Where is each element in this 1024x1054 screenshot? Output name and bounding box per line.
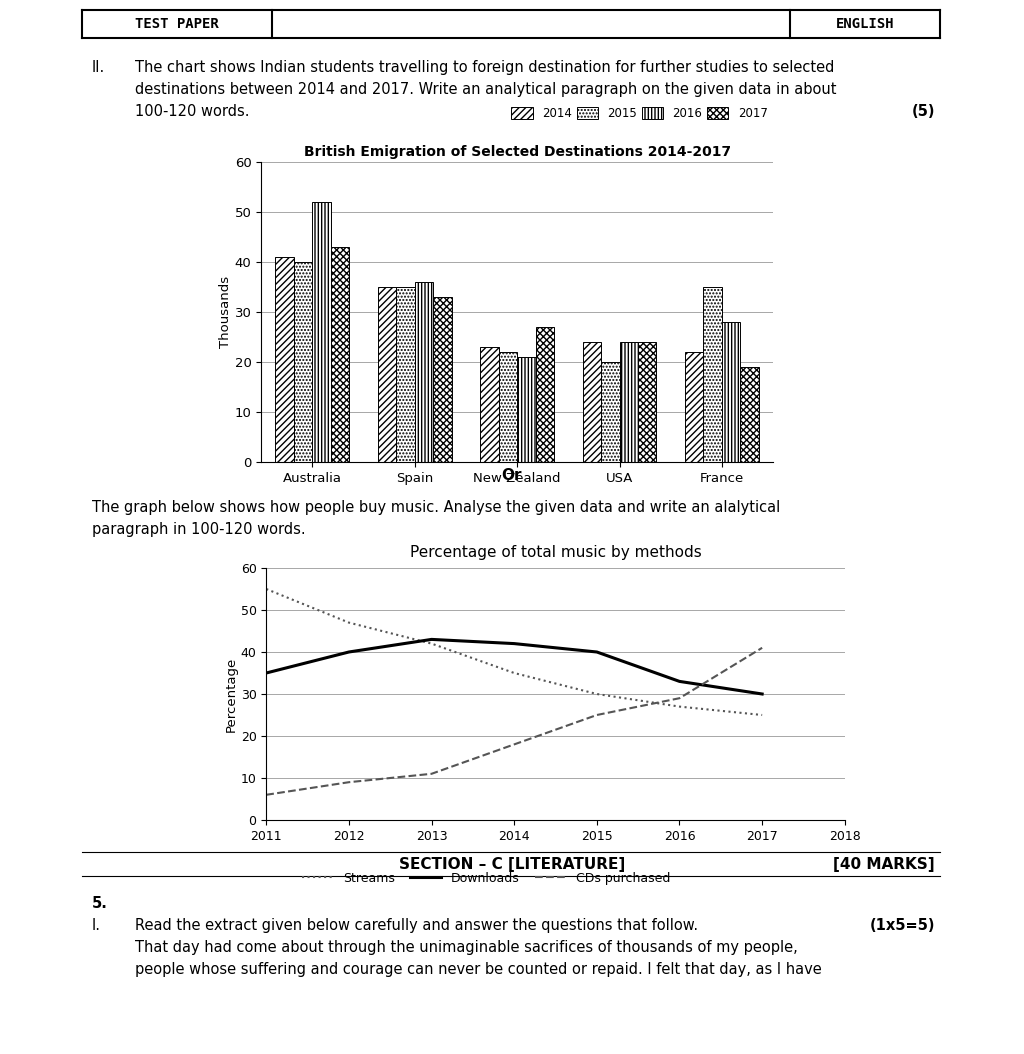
Bar bbox=[378, 287, 396, 462]
Bar bbox=[620, 341, 638, 462]
Text: Read the extract given below carefully and answer the questions that follow.: Read the extract given below carefully a… bbox=[135, 918, 698, 933]
CDs purchased bbox=[260, 788, 272, 801]
Line: CDs purchased: CDs purchased bbox=[266, 648, 762, 795]
Title: Percentage of total music by methods: Percentage of total music by methods bbox=[410, 545, 701, 560]
Bar bbox=[536, 327, 554, 462]
CDs purchased bbox=[674, 691, 686, 704]
Bar bbox=[312, 202, 331, 462]
Downloads bbox=[674, 675, 686, 687]
Y-axis label: Thousands: Thousands bbox=[219, 276, 231, 348]
Downloads bbox=[508, 638, 520, 650]
Bar bbox=[294, 262, 312, 462]
Text: paragraph in 100-120 words.: paragraph in 100-120 words. bbox=[92, 522, 305, 536]
Text: I.: I. bbox=[92, 918, 101, 933]
Text: people whose suffering and courage can never be counted or repaid. I felt that d: people whose suffering and courage can n… bbox=[135, 962, 821, 977]
Text: TEST PAPER: TEST PAPER bbox=[135, 17, 219, 31]
Text: (1x5=5): (1x5=5) bbox=[869, 918, 935, 933]
Bar bbox=[583, 341, 601, 462]
Text: 100-120 words.: 100-120 words. bbox=[135, 104, 250, 119]
Downloads bbox=[260, 667, 272, 680]
Bar bbox=[433, 297, 452, 462]
Bar bbox=[722, 323, 740, 462]
Text: II.: II. bbox=[92, 60, 105, 75]
CDs purchased bbox=[425, 767, 437, 780]
Bar bbox=[480, 347, 499, 462]
Bar bbox=[415, 282, 433, 462]
Streams bbox=[674, 700, 686, 713]
Bar bbox=[517, 357, 536, 462]
Legend: 2014, 2015, 2016, 2017: 2014, 2015, 2016, 2017 bbox=[507, 102, 772, 124]
Downloads bbox=[425, 633, 437, 646]
Text: (5): (5) bbox=[911, 104, 935, 119]
Bar bbox=[703, 287, 722, 462]
Streams bbox=[508, 667, 520, 680]
Legend: Streams, Downloads, CDs purchased: Streams, Downloads, CDs purchased bbox=[297, 866, 676, 890]
Streams bbox=[260, 583, 272, 596]
Bar bbox=[499, 352, 517, 462]
Text: ENGLISH: ENGLISH bbox=[836, 17, 894, 31]
Line: Streams: Streams bbox=[266, 589, 762, 715]
Text: destinations between 2014 and 2017. Write an analytical paragraph on the given d: destinations between 2014 and 2017. Writ… bbox=[135, 82, 837, 97]
Streams bbox=[591, 687, 603, 700]
Bar bbox=[740, 367, 759, 462]
Downloads bbox=[756, 687, 768, 700]
Title: British Emigration of Selected Destinations 2014-2017: British Emigration of Selected Destinati… bbox=[303, 145, 731, 159]
Bar bbox=[601, 362, 620, 462]
Text: Thousands: Thousands bbox=[264, 162, 336, 175]
Bar bbox=[396, 287, 415, 462]
CDs purchased bbox=[508, 738, 520, 750]
Bar bbox=[685, 352, 703, 462]
Text: That day had come about through the unimaginable sacrifices of thousands of my p: That day had come about through the unim… bbox=[135, 940, 798, 955]
Y-axis label: Percentage: Percentage bbox=[224, 657, 238, 731]
Streams bbox=[343, 617, 355, 629]
CDs purchased bbox=[591, 708, 603, 721]
Bar bbox=[638, 341, 656, 462]
Text: [40 MARKS]: [40 MARKS] bbox=[834, 857, 935, 872]
Text: Or: Or bbox=[502, 468, 522, 484]
Text: 5.: 5. bbox=[92, 896, 108, 911]
Bar bbox=[275, 257, 294, 462]
Streams bbox=[425, 638, 437, 650]
CDs purchased bbox=[756, 642, 768, 655]
Text: The chart shows Indian students travelling to foreign destination for further st: The chart shows Indian students travelli… bbox=[135, 60, 835, 75]
Line: Downloads: Downloads bbox=[266, 640, 762, 694]
Text: The graph below shows how people buy music. Analyse the given data and write an : The graph below shows how people buy mus… bbox=[92, 500, 780, 515]
Text: SECTION – C [LITERATURE]: SECTION – C [LITERATURE] bbox=[399, 857, 625, 872]
Bar bbox=[331, 247, 349, 462]
Downloads bbox=[343, 646, 355, 659]
Downloads bbox=[591, 646, 603, 659]
CDs purchased bbox=[343, 776, 355, 788]
Streams bbox=[756, 708, 768, 721]
